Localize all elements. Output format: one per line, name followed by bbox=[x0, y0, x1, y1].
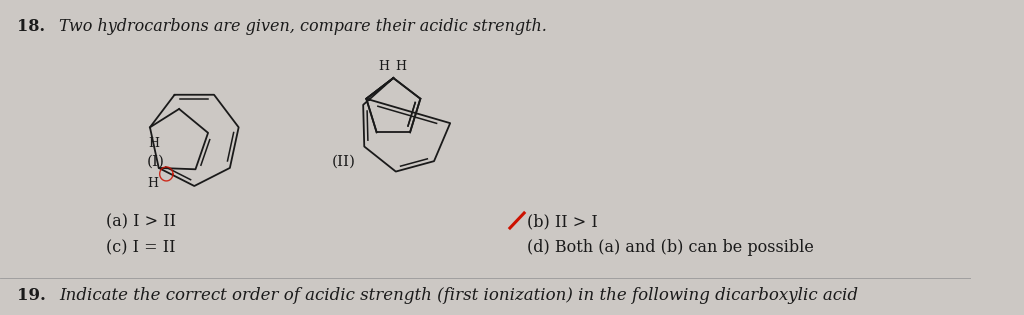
Text: H: H bbox=[147, 177, 159, 191]
Text: H: H bbox=[395, 60, 407, 72]
Text: (b) II > I: (b) II > I bbox=[527, 214, 598, 231]
Text: (c) I = II: (c) I = II bbox=[106, 239, 176, 256]
Text: (d) Both (a) and (b) can be possible: (d) Both (a) and (b) can be possible bbox=[527, 239, 814, 256]
Text: Indicate the correct order of acidic strength (first ionization) in the followin: Indicate the correct order of acidic str… bbox=[58, 288, 858, 305]
Text: 19.: 19. bbox=[17, 288, 46, 305]
Text: (II): (II) bbox=[332, 155, 355, 169]
Text: (I): (I) bbox=[146, 155, 165, 169]
Text: 18.: 18. bbox=[17, 18, 45, 35]
Text: H: H bbox=[378, 60, 389, 72]
Text: H: H bbox=[148, 137, 160, 150]
Text: Two hydrocarbons are given, compare their acidic strength.: Two hydrocarbons are given, compare thei… bbox=[58, 18, 547, 35]
Text: (a) I > II: (a) I > II bbox=[106, 214, 176, 231]
